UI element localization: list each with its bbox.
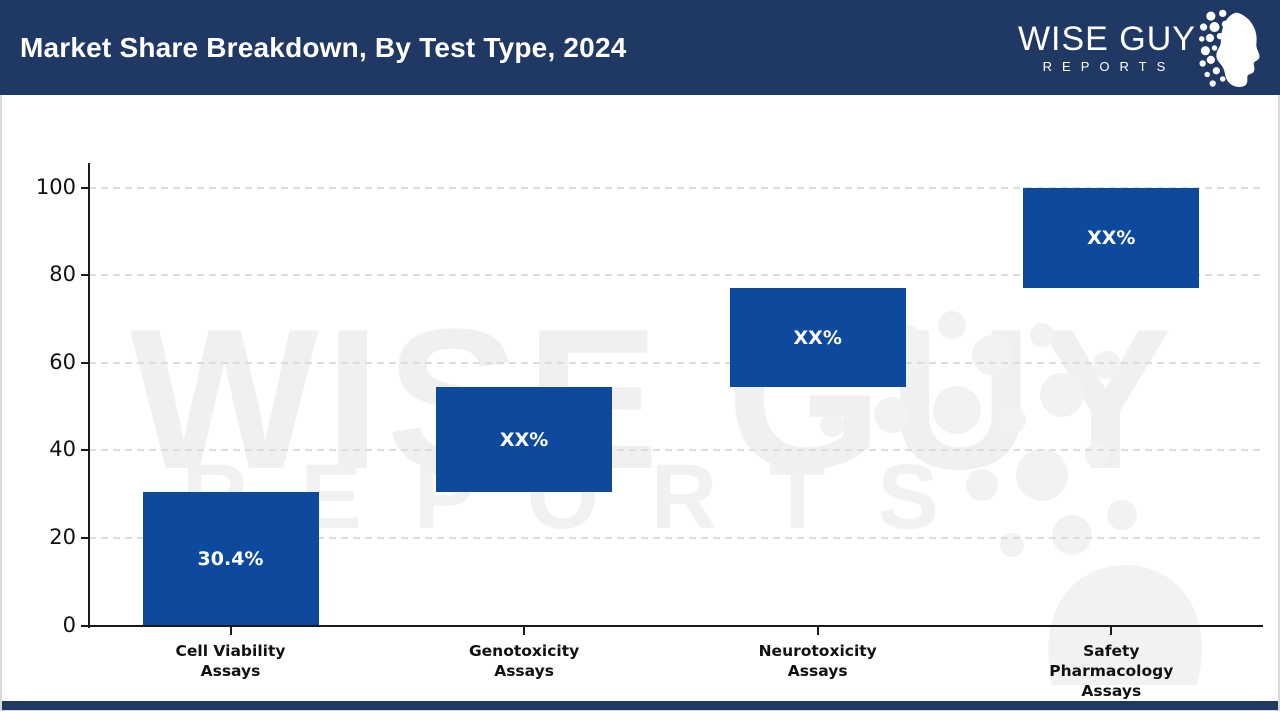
logo-wordmark: WISE GUY	[1017, 19, 1196, 58]
gridline-60	[89, 361, 1262, 364]
x-tick-3	[1110, 627, 1113, 635]
bar-3: XX%	[1023, 187, 1200, 289]
y-axis-line	[88, 163, 90, 628]
x-category-line: Neurotoxicity	[758, 642, 877, 660]
x-category-line: Cell Viability	[175, 642, 286, 660]
y-tick-80	[81, 274, 89, 277]
wiseguy-head-icon	[1199, 9, 1260, 87]
bar-value-label: XX%	[793, 326, 842, 349]
gridline-100	[89, 186, 1262, 189]
y-tick-label: 60	[49, 349, 76, 374]
watermark-wordmark: WISE GUY	[130, 288, 1179, 511]
x-tick-0	[229, 627, 232, 635]
y-tick-label: 20	[49, 524, 76, 549]
y-tick-60	[81, 361, 89, 364]
y-tick-label: 100	[35, 174, 76, 199]
y-tick-label: 0	[62, 612, 76, 637]
gridline-20	[89, 536, 1262, 539]
bar-value-label: 30.4%	[197, 547, 264, 570]
y-tick-label: 40	[49, 437, 76, 462]
x-axis-line	[88, 625, 1263, 627]
x-category-line: Assays	[494, 662, 554, 680]
bar-0: 30.4%	[142, 492, 319, 626]
bar-value-label: XX%	[499, 428, 549, 451]
x-category-line: Pharmacology	[1049, 662, 1174, 680]
logo-subtext: REPORTS	[1042, 58, 1176, 74]
x-category-line: Assays	[200, 662, 261, 680]
x-category-line: Assays	[1081, 682, 1142, 700]
x-category-label: Safety Pharmacology Assays	[1001, 641, 1221, 701]
bar-1: XX%	[436, 386, 613, 493]
y-tick-label: 80	[49, 262, 76, 287]
header-bar: Market Share Breakdown, By Test Type, 20…	[0, 0, 1280, 95]
x-category-label: Cell Viability Assays	[121, 641, 341, 681]
x-category-line: Assays	[787, 662, 848, 680]
y-tick-20	[81, 536, 89, 539]
bar-value-label: XX%	[1087, 226, 1136, 249]
y-tick-100	[81, 186, 89, 189]
bar-2: XX%	[729, 288, 906, 387]
x-category-label: Genotoxicity Assays	[414, 641, 634, 681]
x-tick-1	[523, 627, 526, 635]
gridline-80	[89, 274, 1262, 277]
x-category-line: Safety	[1083, 642, 1140, 660]
y-tick-0	[81, 624, 89, 627]
y-tick-40	[81, 449, 89, 452]
x-category-label: Neurotoxicity Assays	[708, 641, 928, 681]
x-category-line: Genotoxicity	[468, 642, 580, 660]
gridline-40	[89, 449, 1262, 452]
wiseguy-logo: WISE GUY REPORTS	[1018, 7, 1262, 89]
page-title: Market Share Breakdown, By Test Type, 20…	[20, 31, 627, 63]
logo-wordmark-block: WISE GUY REPORTS	[1018, 22, 1196, 74]
footer-bar	[2, 701, 1278, 710]
x-tick-2	[816, 627, 819, 635]
